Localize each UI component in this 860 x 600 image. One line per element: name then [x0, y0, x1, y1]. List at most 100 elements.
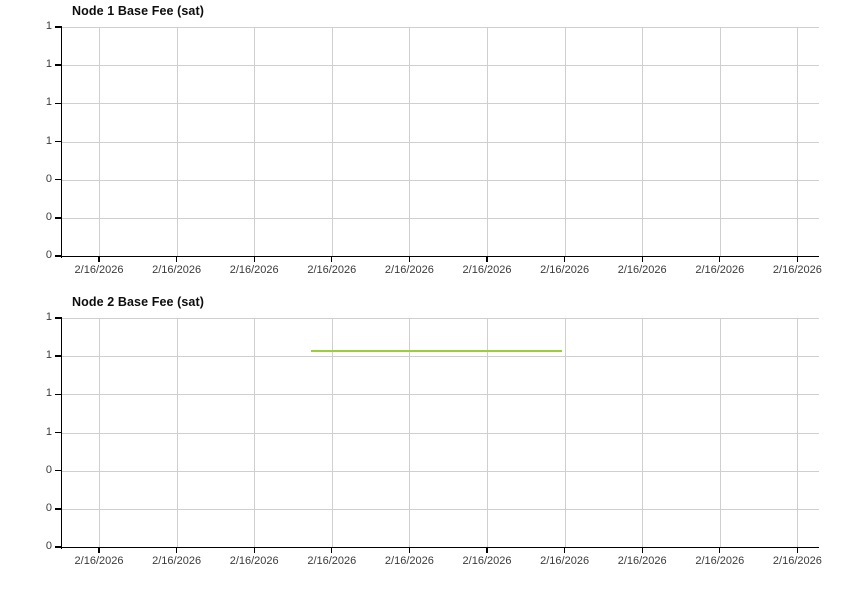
- gridline-horizontal: [62, 394, 819, 396]
- gridline-vertical: [331, 318, 333, 548]
- y-tick-mark: [55, 255, 62, 257]
- gridline-horizontal: [62, 141, 819, 143]
- x-tick-label: 2/16/2026: [540, 264, 590, 276]
- y-tick-label: 1: [45, 425, 52, 438]
- gridline-horizontal: [62, 432, 819, 434]
- x-tick-mark: [796, 256, 799, 262]
- gridline-horizontal: [62, 103, 819, 105]
- gridline-horizontal: [62, 27, 819, 28]
- x-tick-label: 2/16/2026: [74, 264, 124, 276]
- chart-panel-node-1: Node 1 Base Fee (sat) 1 1 1 1 0 0 0 2/16/2026 2…: [0, 0, 860, 290]
- y-tick-label: 1: [45, 20, 52, 32]
- x-tick-mark: [175, 547, 178, 553]
- gridline-vertical: [719, 27, 721, 257]
- gridline-vertical: [254, 318, 256, 548]
- y-tick-label: 1: [45, 96, 52, 109]
- gridline-horizontal: [62, 470, 819, 472]
- y-tick-mark: [55, 355, 62, 357]
- gridline-vertical: [254, 27, 256, 257]
- y-tick-label: 0: [45, 501, 52, 514]
- y-tick-mark: [55, 431, 62, 434]
- x-tick-label: 2/16/2026: [462, 555, 512, 567]
- x-tick-label: 2/16/2026: [152, 264, 202, 276]
- y-tick-label: 0: [45, 463, 52, 476]
- y-tick-label: 1: [45, 58, 52, 71]
- y-tick-mark: [55, 64, 62, 66]
- x-tick-mark: [486, 547, 488, 553]
- gridline-horizontal: [62, 65, 819, 67]
- x-tick-label: 2/16/2026: [462, 264, 512, 276]
- x-tick-mark: [563, 547, 566, 553]
- x-tick-mark: [719, 256, 721, 262]
- gridline-vertical: [797, 27, 799, 257]
- chart-panel-node-2: Node 2 Base Fee (sat) 1 1 1 1 0 0 0 2/16/2026 2…: [0, 291, 860, 581]
- y-tick-mark: [55, 102, 62, 105]
- gridline-vertical: [409, 318, 411, 548]
- gridline-vertical: [176, 27, 178, 257]
- chart-title-node-2: Node 2 Base Fee (sat): [72, 295, 205, 309]
- y-tick-mark: [55, 317, 62, 319]
- x-tick-label: 2/16/2026: [152, 555, 202, 567]
- y-tick-mark: [55, 546, 62, 548]
- x-tick-label: 2/16/2026: [384, 555, 434, 567]
- x-tick-mark: [641, 547, 643, 553]
- y-tick-mark: [55, 217, 62, 219]
- x-tick-label: 2/16/2026: [540, 555, 590, 567]
- gridline-vertical: [642, 27, 644, 257]
- x-tick-label: 2/16/2026: [229, 555, 279, 567]
- gridline-vertical: [487, 27, 488, 257]
- x-tick-label: 2/16/2026: [695, 264, 745, 276]
- y-tick-mark: [55, 26, 62, 28]
- y-tick-mark: [55, 178, 62, 181]
- gridline-horizontal: [62, 356, 819, 358]
- x-tick-mark: [98, 547, 100, 553]
- x-tick-mark: [408, 256, 411, 262]
- data-series-line: [311, 349, 563, 353]
- gridline-vertical: [99, 27, 100, 257]
- x-tick-mark: [719, 547, 721, 553]
- y-axis-line-node-1: [61, 27, 63, 258]
- y-tick-label: 0: [45, 540, 52, 552]
- gridline-vertical: [797, 318, 799, 548]
- gridline-vertical: [409, 27, 411, 257]
- gridline-vertical: [642, 318, 644, 548]
- y-tick-label: 1: [45, 349, 52, 362]
- gridline-vertical: [564, 27, 566, 257]
- x-tick-mark: [796, 547, 799, 553]
- gridline-horizontal: [62, 179, 819, 181]
- x-tick-mark: [175, 256, 178, 262]
- gridline-horizontal: [62, 217, 819, 219]
- x-tick-label: 2/16/2026: [695, 555, 745, 567]
- x-tick-mark: [408, 547, 411, 553]
- x-axis-line-node-1: [61, 256, 819, 258]
- gridline-vertical: [176, 318, 178, 548]
- gridline-horizontal: [62, 508, 819, 510]
- x-tick-mark: [641, 256, 643, 262]
- gridline-vertical: [99, 318, 100, 548]
- y-tick-mark: [55, 140, 62, 143]
- x-tick-mark: [253, 256, 255, 262]
- y-tick-label: 0: [45, 249, 52, 261]
- y-tick-mark: [55, 393, 62, 396]
- y-tick-label: 1: [45, 387, 52, 400]
- x-tick-label: 2/16/2026: [617, 264, 667, 276]
- x-tick-mark: [486, 256, 488, 262]
- x-tick-label: 2/16/2026: [307, 264, 357, 276]
- gridline-horizontal: [62, 318, 819, 319]
- x-tick-label: 2/16/2026: [229, 264, 279, 276]
- y-tick-label: 1: [45, 134, 52, 147]
- plot-area-node-2: [62, 318, 819, 548]
- x-tick-label: 2/16/2026: [772, 264, 822, 276]
- x-tick-mark: [331, 256, 333, 262]
- plot-area-node-1: [62, 27, 819, 257]
- y-tick-label: 0: [45, 210, 52, 223]
- x-tick-mark: [331, 547, 333, 553]
- y-tick-mark: [55, 508, 62, 510]
- gridline-vertical: [564, 318, 566, 548]
- x-tick-label: 2/16/2026: [307, 555, 357, 567]
- y-tick-mark: [55, 469, 62, 472]
- gridline-vertical: [487, 318, 488, 548]
- x-tick-mark: [253, 547, 255, 553]
- gridline-vertical: [719, 318, 721, 548]
